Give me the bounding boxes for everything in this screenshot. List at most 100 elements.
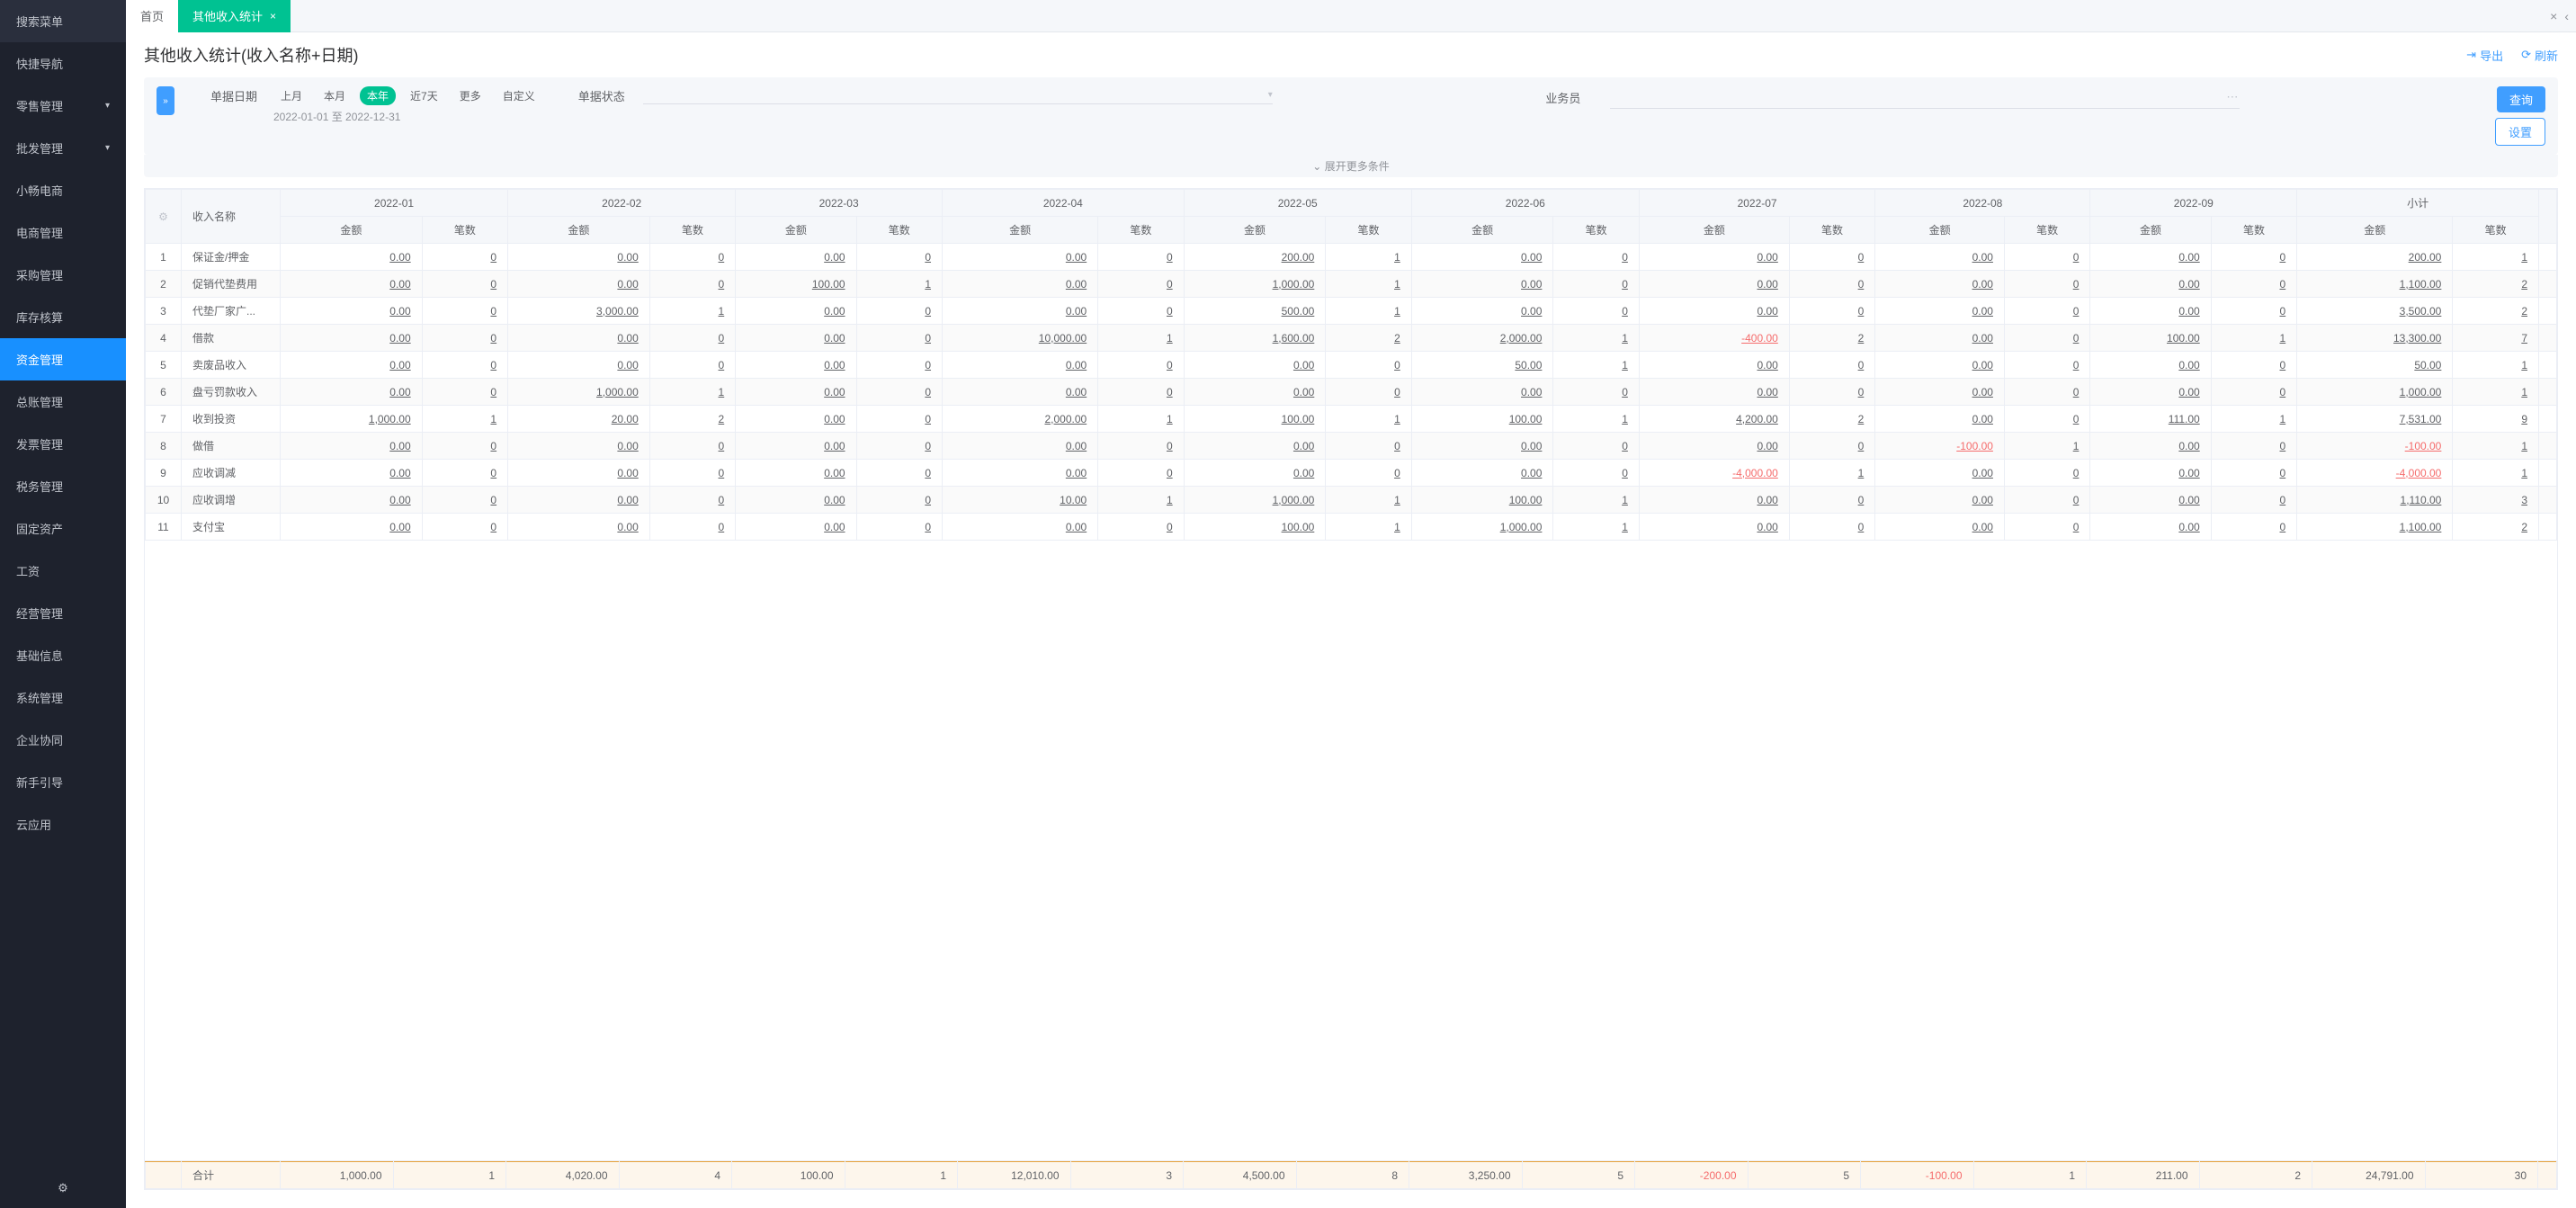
cell-count[interactable]: 0 (2004, 514, 2089, 541)
cell-amount[interactable]: 200.00 (2297, 244, 2453, 271)
cell-count[interactable]: 1 (2453, 433, 2539, 460)
cell-amount[interactable]: 0.00 (1875, 244, 2005, 271)
cell-count[interactable]: 2 (2453, 514, 2539, 541)
cell-amount[interactable]: 100.00 (1411, 487, 1553, 514)
cell-amount[interactable]: 0.00 (281, 433, 423, 460)
cell-amount[interactable]: 0.00 (1411, 460, 1553, 487)
cell-amount[interactable]: 0.00 (943, 460, 1098, 487)
cell-count[interactable]: 0 (649, 271, 735, 298)
cell-count[interactable]: 1 (2453, 352, 2539, 379)
cell-amount[interactable]: 0.00 (943, 244, 1098, 271)
cell-amount[interactable]: 0.00 (1639, 433, 1789, 460)
date-chip-4[interactable]: 更多 (452, 86, 488, 105)
cell-count[interactable]: 1 (422, 406, 507, 433)
cell-amount[interactable]: 0.00 (2090, 352, 2211, 379)
cell-amount[interactable]: 13,300.00 (2297, 325, 2453, 352)
cell-amount[interactable]: 1,000.00 (508, 379, 650, 406)
cell-amount[interactable]: 0.00 (2090, 298, 2211, 325)
cell-count[interactable]: 0 (1098, 433, 1184, 460)
cell-count[interactable]: 0 (856, 406, 942, 433)
cell-amount[interactable]: 0.00 (508, 433, 650, 460)
cell-amount[interactable]: 0.00 (508, 244, 650, 271)
cell-count[interactable]: 0 (2211, 460, 2296, 487)
cell-amount[interactable]: 0.00 (1875, 487, 2005, 514)
cell-amount[interactable]: 0.00 (281, 271, 423, 298)
cell-amount[interactable]: 0.00 (1875, 379, 2005, 406)
cell-amount[interactable]: 0.00 (1411, 379, 1553, 406)
sidebar-item-9[interactable]: 总账管理 (0, 380, 126, 423)
cell-amount[interactable]: -4,000.00 (2297, 460, 2453, 487)
cell-count[interactable]: 1 (1326, 487, 1411, 514)
cell-amount[interactable]: 0.00 (1875, 298, 2005, 325)
cell-count[interactable]: 0 (856, 460, 942, 487)
cell-amount[interactable]: 2,000.00 (1411, 325, 1553, 352)
sidebar-item-17[interactable]: 企业协同 (0, 719, 126, 761)
cell-amount[interactable]: 0.00 (1184, 433, 1326, 460)
cell-count[interactable]: 1 (2453, 460, 2539, 487)
cell-count[interactable]: 0 (2004, 244, 2089, 271)
cell-amount[interactable]: 100.00 (1184, 514, 1326, 541)
cell-amount[interactable]: 0.00 (1411, 244, 1553, 271)
cell-amount[interactable]: 1,000.00 (281, 406, 423, 433)
cell-amount[interactable]: 1,100.00 (2297, 514, 2453, 541)
cell-amount[interactable]: 100.00 (1184, 406, 1326, 433)
cell-amount[interactable]: 0.00 (2090, 460, 2211, 487)
cell-amount[interactable]: 0.00 (1411, 298, 1553, 325)
cell-count[interactable]: 0 (1326, 460, 1411, 487)
cell-count[interactable]: 0 (2211, 298, 2296, 325)
cell-amount[interactable]: 0.00 (2090, 433, 2211, 460)
cell-amount[interactable]: 0.00 (2090, 244, 2211, 271)
cell-count[interactable]: 0 (422, 298, 507, 325)
cell-amount[interactable]: 100.00 (736, 271, 856, 298)
cell-amount[interactable]: 10,000.00 (943, 325, 1098, 352)
cell-amount[interactable]: 0.00 (508, 487, 650, 514)
cell-count[interactable]: 1 (1098, 325, 1184, 352)
cell-count[interactable]: 3 (2453, 487, 2539, 514)
cell-amount[interactable]: 0.00 (1639, 352, 1789, 379)
cell-amount[interactable]: 0.00 (1875, 460, 2005, 487)
cell-amount[interactable]: 0.00 (1639, 487, 1789, 514)
cell-count[interactable]: 1 (2453, 379, 2539, 406)
cell-amount[interactable]: 1,600.00 (1184, 325, 1326, 352)
cell-amount[interactable]: 0.00 (943, 379, 1098, 406)
cell-count[interactable]: 0 (649, 244, 735, 271)
cell-count[interactable]: 0 (856, 487, 942, 514)
cell-count[interactable]: 0 (1789, 352, 1874, 379)
cell-amount[interactable]: 0.00 (736, 460, 856, 487)
cell-count[interactable]: 0 (2004, 460, 2089, 487)
expand-filters-button[interactable]: ⌄ 展开更多条件 (144, 155, 2558, 177)
cell-count[interactable]: 0 (2004, 379, 2089, 406)
cell-count[interactable]: 0 (1098, 298, 1184, 325)
sidebar-item-10[interactable]: 发票管理 (0, 423, 126, 465)
cell-amount[interactable]: 0.00 (1875, 352, 2005, 379)
cell-count[interactable]: 1 (856, 271, 942, 298)
sidebar-item-5[interactable]: 电商管理 (0, 211, 126, 254)
cell-amount[interactable]: -400.00 (1639, 325, 1789, 352)
cell-count[interactable]: 0 (1789, 379, 1874, 406)
cell-amount[interactable]: 0.00 (281, 460, 423, 487)
cell-count[interactable]: 0 (2004, 352, 2089, 379)
sidebar-item-16[interactable]: 系统管理 (0, 676, 126, 719)
cell-count[interactable]: 1 (1098, 406, 1184, 433)
cell-count[interactable]: 7 (2453, 325, 2539, 352)
cell-amount[interactable]: 0.00 (508, 460, 650, 487)
cell-count[interactable]: 2 (2453, 271, 2539, 298)
cell-count[interactable]: 1 (1553, 352, 1639, 379)
cell-count[interactable]: 9 (2453, 406, 2539, 433)
cell-count[interactable]: 1 (1326, 298, 1411, 325)
cell-count[interactable]: 0 (1098, 379, 1184, 406)
cell-count[interactable]: 0 (1553, 271, 1639, 298)
cell-amount[interactable]: 0.00 (281, 487, 423, 514)
cell-count[interactable]: 1 (1553, 406, 1639, 433)
filter-collapse-button[interactable]: » (157, 86, 174, 115)
cell-amount[interactable]: 0.00 (1411, 271, 1553, 298)
cell-count[interactable]: 1 (1326, 244, 1411, 271)
cell-count[interactable]: 2 (1789, 325, 1874, 352)
cell-amount[interactable]: -4,000.00 (1639, 460, 1789, 487)
date-chip-5[interactable]: 自定义 (496, 86, 542, 105)
cell-amount[interactable]: 0.00 (943, 298, 1098, 325)
cell-count[interactable]: 2 (649, 406, 735, 433)
cell-amount[interactable]: 0.00 (508, 325, 650, 352)
cell-amount[interactable]: 0.00 (943, 271, 1098, 298)
cell-count[interactable]: 0 (1789, 298, 1874, 325)
